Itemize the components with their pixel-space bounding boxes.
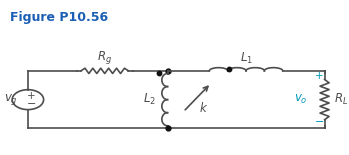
Text: Figure P10.56: Figure P10.56 [10,11,109,24]
Text: $k$: $k$ [199,102,208,115]
Text: $L_2$: $L_2$ [143,92,156,107]
Text: $R_g$: $R_g$ [97,49,112,66]
Text: $v_o$: $v_o$ [294,93,308,106]
Text: −: − [27,99,36,109]
Text: −: − [315,117,324,127]
Text: +: + [315,71,324,81]
Text: $R_L$: $R_L$ [334,92,349,107]
Text: $v_g$: $v_g$ [4,92,18,107]
Text: +: + [27,91,36,101]
Text: $L_1$: $L_1$ [239,51,253,66]
